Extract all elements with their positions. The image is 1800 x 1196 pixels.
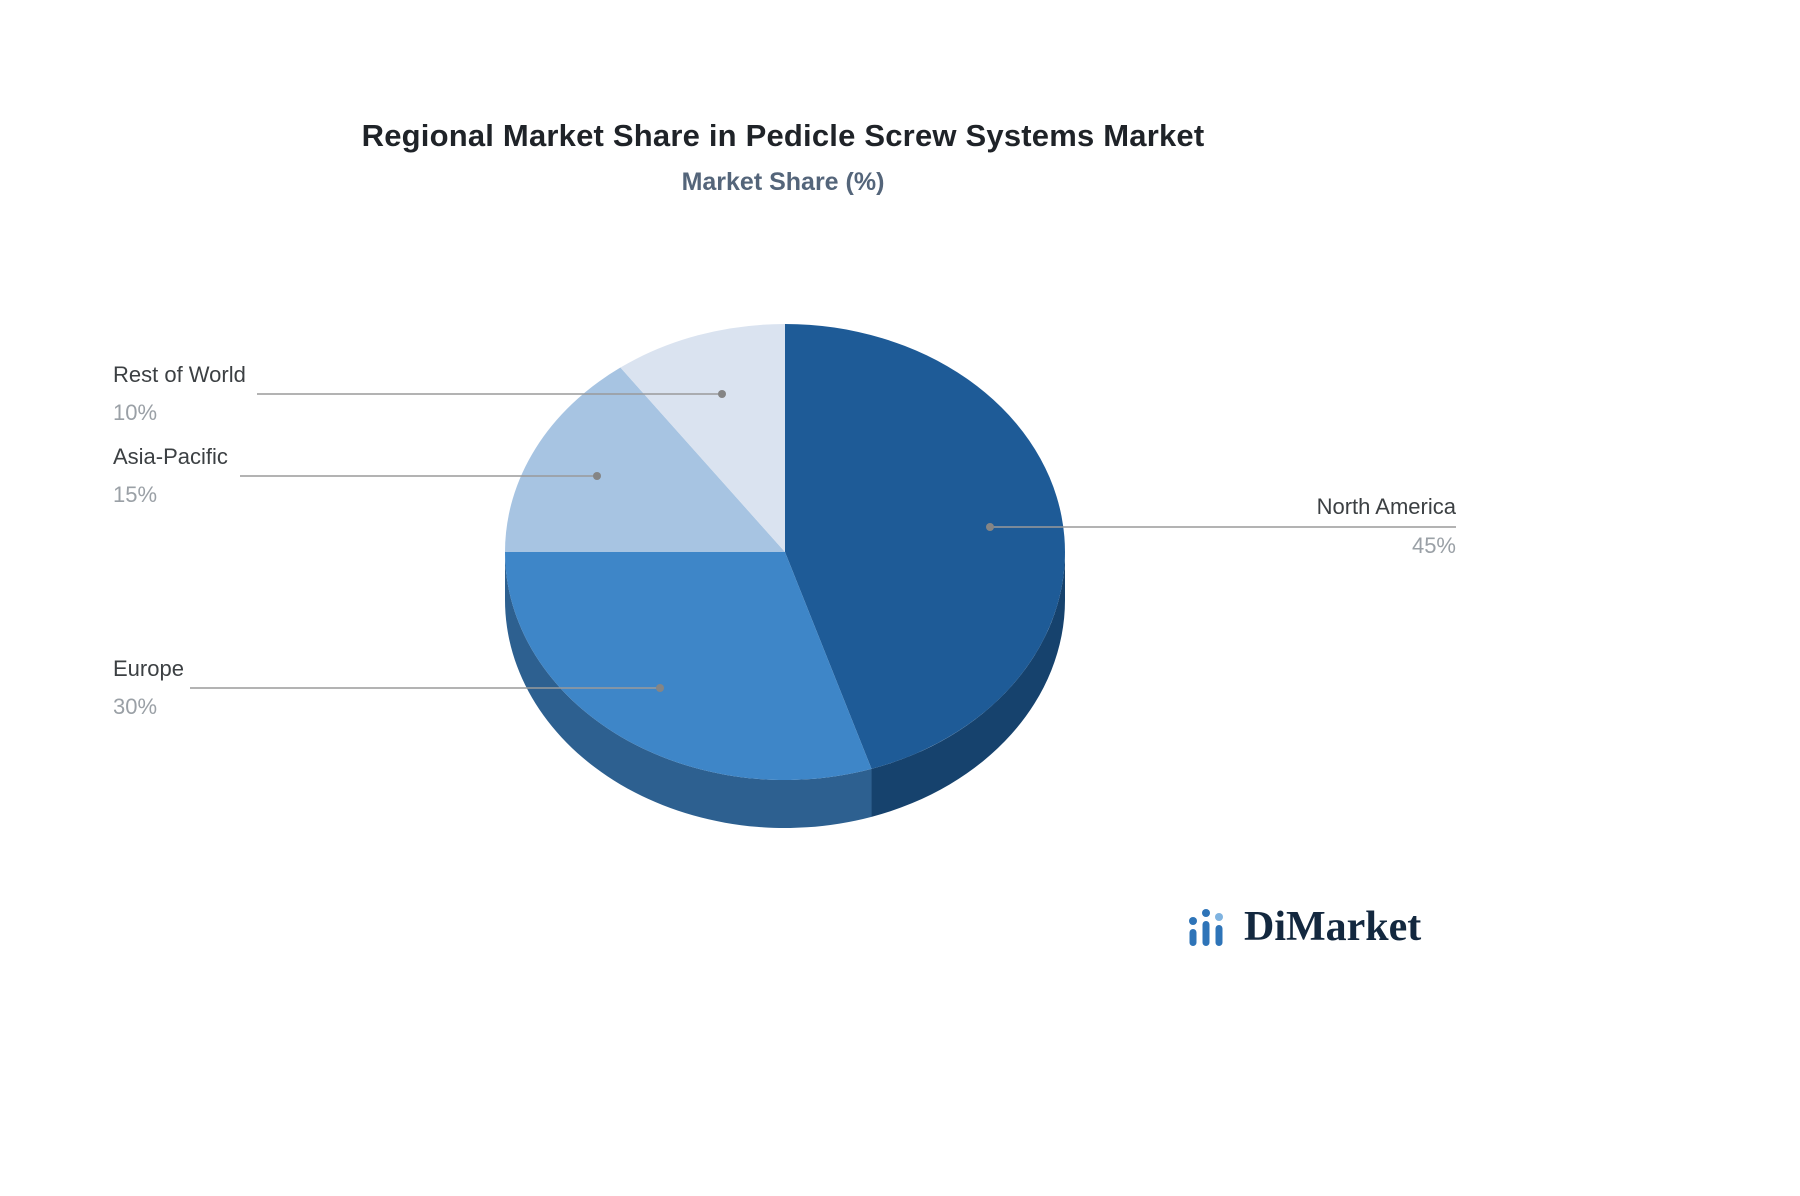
pie-value-europe: 30% bbox=[113, 694, 158, 719]
bar-chart-icon bbox=[1189, 909, 1223, 946]
pie-label-north-america: North America bbox=[1316, 494, 1456, 519]
chart-subtitle: Market Share (%) bbox=[681, 168, 885, 196]
dimarket-logo-text: DiMarket bbox=[1244, 904, 1422, 950]
pie-label-asia-pacific: Asia-Pacific bbox=[113, 444, 228, 469]
pie-label-europe: Europe bbox=[113, 656, 184, 681]
pie-value-asia-pacific: 15% bbox=[113, 482, 158, 507]
dimarket-logo: DiMarket bbox=[1186, 902, 1421, 948]
pie-label-rest-of-world: Rest of World bbox=[113, 362, 246, 387]
chart-title: Regional Market Share in Pedicle Screw S… bbox=[361, 118, 1205, 153]
pie-value-rest-of-world: 10% bbox=[113, 400, 158, 425]
pie-value-north-america: 45% bbox=[1411, 533, 1456, 558]
